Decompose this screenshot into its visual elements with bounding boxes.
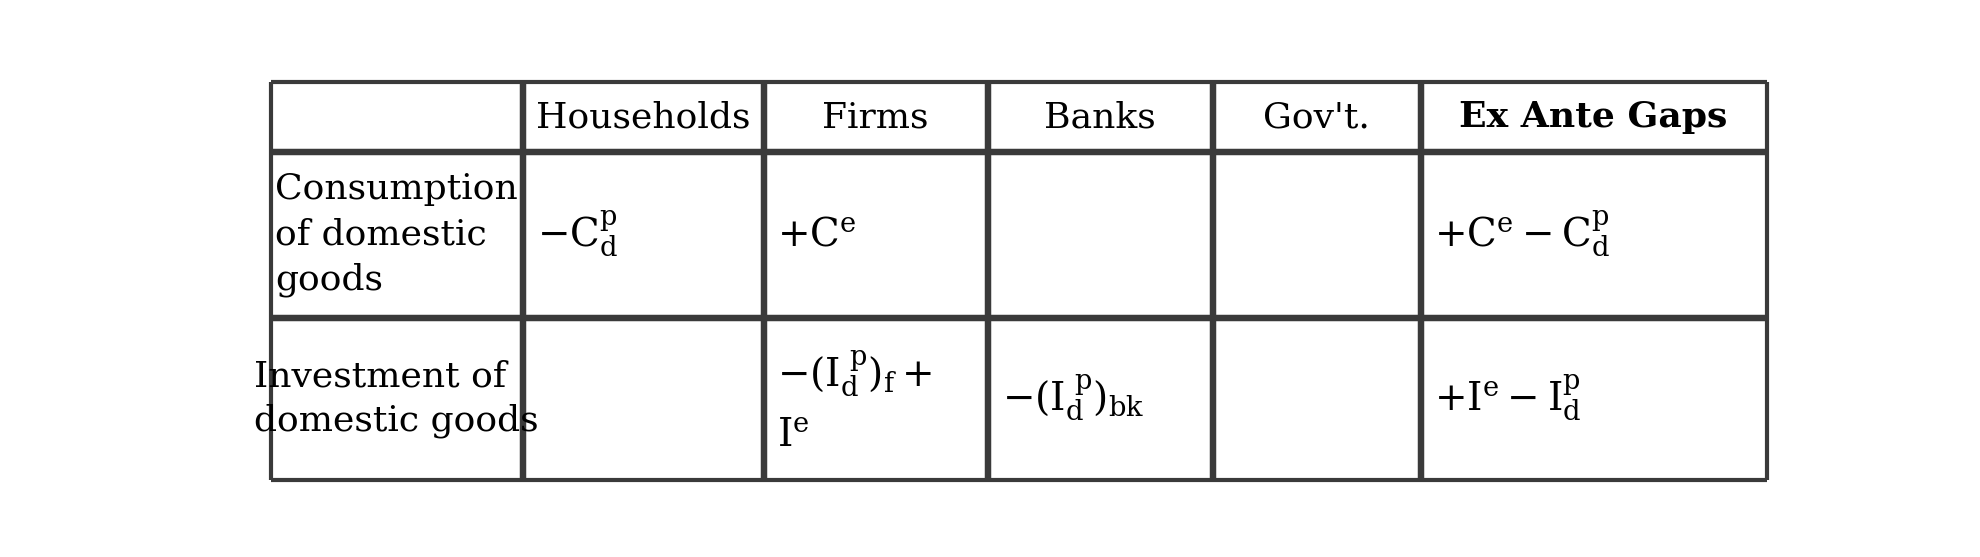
Text: Banks: Banks — [1043, 100, 1156, 134]
Text: Gov't.: Gov't. — [1263, 100, 1370, 134]
Text: Ex Ante Gaps: Ex Ante Gaps — [1459, 100, 1727, 134]
Text: $\mathregular{- (I_d^{\ p})_{bk}}$: $\mathregular{- (I_d^{\ p})_{bk}}$ — [1002, 374, 1144, 423]
Text: $\mathregular{- (I_d^{\ p})_f +}$: $\mathregular{- (I_d^{\ p})_f +}$ — [778, 350, 933, 399]
Text: Consumption
of domestic
goods: Consumption of domestic goods — [275, 173, 519, 296]
Text: Investment of
domestic goods: Investment of domestic goods — [255, 359, 539, 438]
Text: $\mathregular{- C_d^p}$: $\mathregular{- C_d^p}$ — [537, 210, 618, 259]
Text: $\mathregular{I^e}$: $\mathregular{I^e}$ — [778, 417, 810, 454]
Text: $\mathregular{+ I^e - I_d^p}$: $\mathregular{+ I^e - I_d^p}$ — [1434, 374, 1582, 423]
Text: $\mathregular{+ C^e - C_d^p}$: $\mathregular{+ C^e - C_d^p}$ — [1434, 210, 1610, 259]
Text: $\mathregular{+ C^e}$: $\mathregular{+ C^e}$ — [778, 216, 857, 253]
Text: Households: Households — [537, 100, 750, 134]
Text: Firms: Firms — [822, 100, 929, 134]
